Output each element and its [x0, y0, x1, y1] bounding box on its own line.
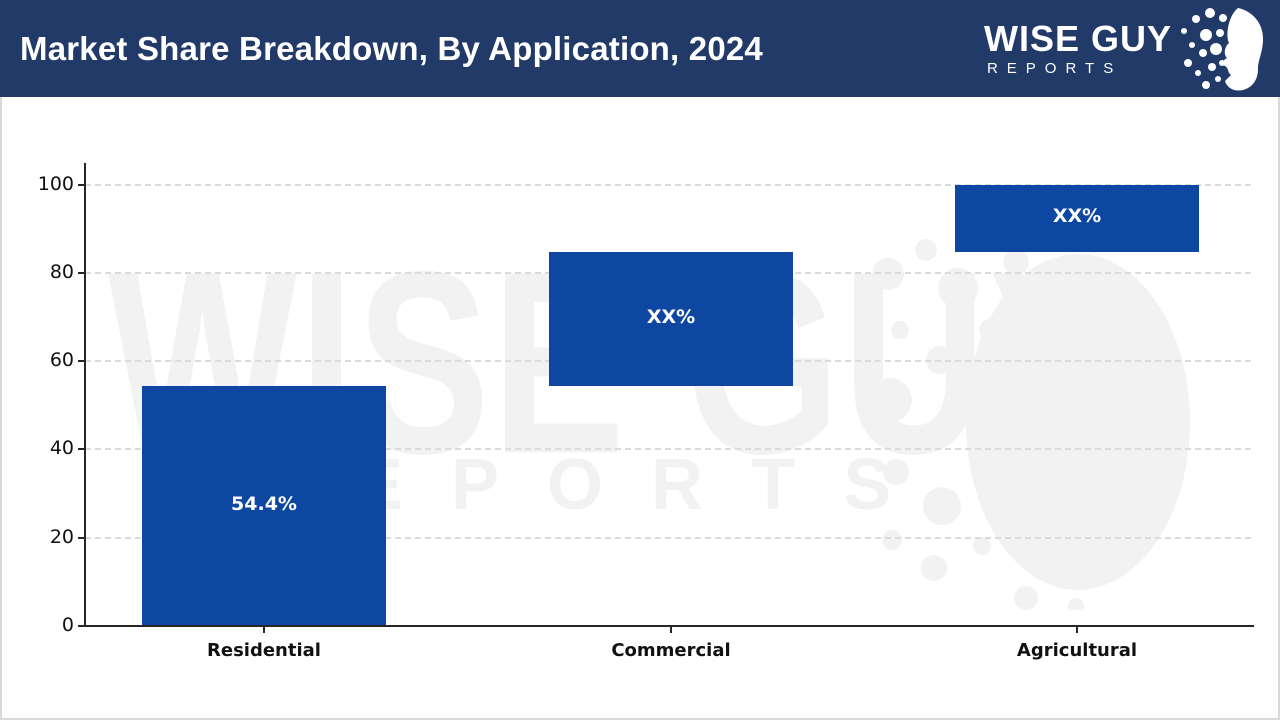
bar-value-label: 54.4% — [231, 492, 297, 515]
y-axis-tick — [78, 536, 84, 539]
bar-value-label: XX% — [646, 305, 696, 328]
y-axis-tick-label: 40 — [49, 437, 74, 460]
y-axis-tick — [78, 183, 84, 186]
x-axis-tick — [263, 627, 265, 633]
page-border-left — [0, 97, 2, 720]
y-axis-tick-label: 20 — [49, 525, 74, 548]
y-axis-line — [84, 163, 86, 627]
y-axis-tick — [78, 625, 84, 627]
x-axis-line — [84, 625, 1254, 627]
y-axis-tick-label: 80 — [49, 260, 74, 283]
bar-commercial — [549, 251, 793, 386]
watermark-face-icon — [868, 225, 1190, 610]
logo-wordmark: WISE GUY — [983, 18, 1172, 59]
x-axis-category-label: Agricultural — [1016, 640, 1138, 661]
bar-agricultural — [955, 184, 1199, 252]
bar-residential — [142, 385, 386, 626]
y-axis-tick — [78, 271, 84, 274]
y-axis-tick — [78, 448, 84, 451]
gridline — [85, 448, 1253, 451]
gridline — [85, 536, 1253, 539]
wiseguy-face-icon — [1181, 7, 1264, 91]
bar-value-label: XX% — [1052, 205, 1102, 228]
x-axis-category-label: Commercial — [611, 640, 731, 661]
gridline — [85, 183, 1253, 186]
page-border-bottom — [0, 718, 1280, 720]
chart-title: Market Share Breakdown, By Application, … — [20, 29, 763, 67]
wiseguy-logo: WISE GUY REPORTS — [984, 5, 1280, 93]
x-axis-tick — [670, 627, 672, 633]
y-axis-tick-label: 100 — [37, 172, 74, 195]
y-axis-tick-label: 0 — [61, 614, 74, 636]
y-axis-tick-label: 60 — [49, 349, 74, 372]
header-bar: Market Share Breakdown, By Application, … — [0, 0, 1280, 97]
x-axis-tick — [1076, 627, 1078, 633]
logo-subtitle: REPORTS — [986, 60, 1123, 77]
x-axis-category-label: Residential — [207, 640, 321, 661]
y-axis-tick — [78, 360, 84, 363]
page-border-right — [1278, 97, 1280, 720]
